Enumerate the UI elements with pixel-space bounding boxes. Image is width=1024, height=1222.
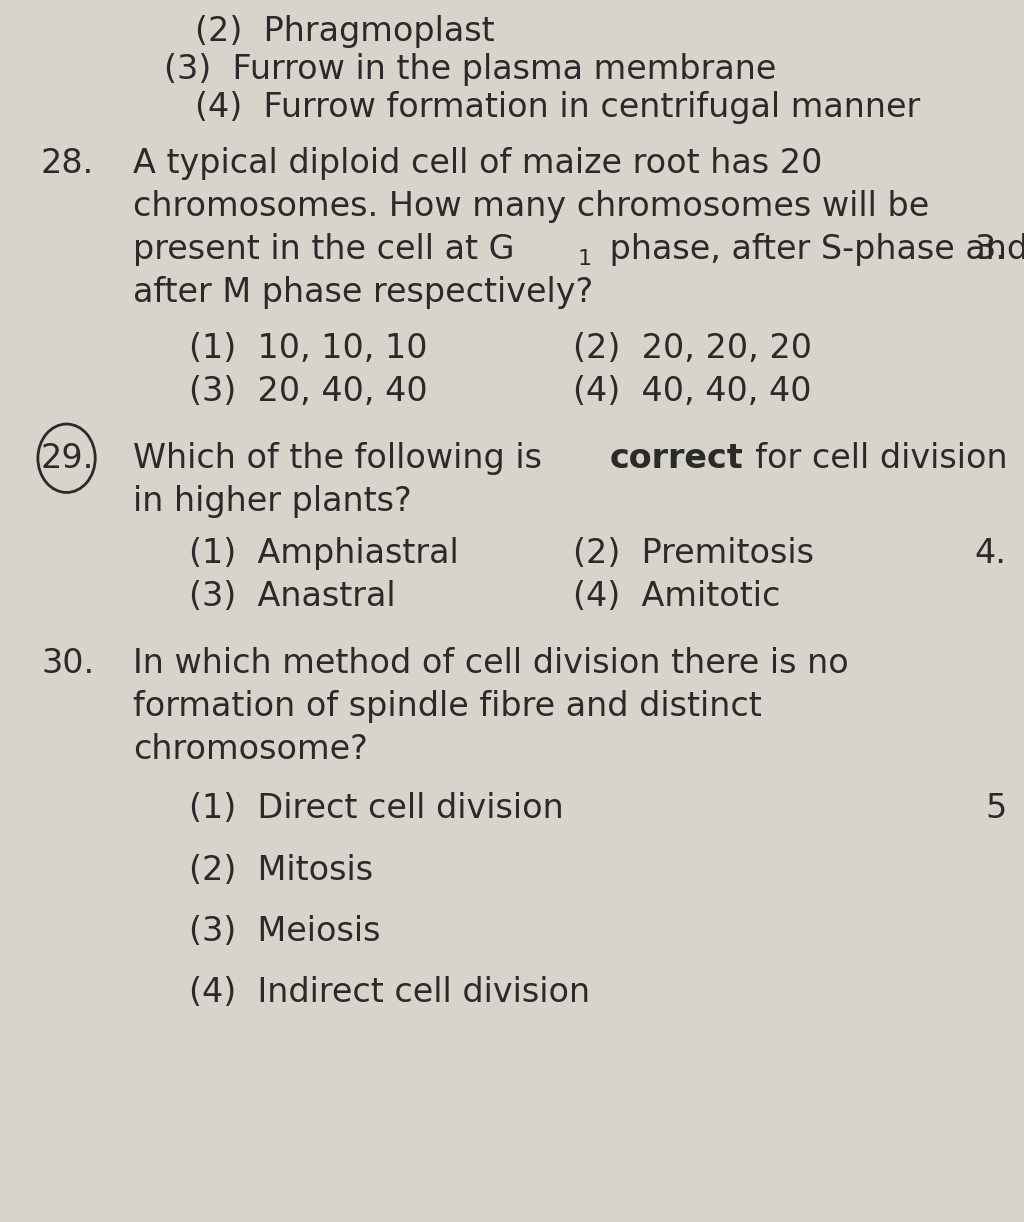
- Text: (3)  Meiosis: (3) Meiosis: [189, 914, 381, 948]
- Text: 30.: 30.: [41, 646, 94, 681]
- Text: in higher plants?: in higher plants?: [133, 484, 412, 518]
- Text: present in the cell at G: present in the cell at G: [133, 232, 515, 266]
- Text: chromosome?: chromosome?: [133, 732, 368, 766]
- Text: correct: correct: [609, 441, 743, 475]
- Text: 28.: 28.: [41, 147, 94, 181]
- Text: 5: 5: [985, 792, 1007, 826]
- Text: (4)  Amitotic: (4) Amitotic: [573, 579, 781, 613]
- Text: (1)  Amphiastral: (1) Amphiastral: [189, 536, 459, 571]
- Text: (4)  40, 40, 40: (4) 40, 40, 40: [573, 374, 812, 408]
- Text: (2)  Premitosis: (2) Premitosis: [573, 536, 814, 571]
- Text: phase, after S-phase and: phase, after S-phase and: [599, 232, 1024, 266]
- Text: 1: 1: [578, 249, 592, 269]
- Text: 29.: 29.: [41, 441, 94, 475]
- Text: (3)  Furrow in the plasma membrane: (3) Furrow in the plasma membrane: [164, 53, 776, 87]
- Text: (2)  Phragmoplast: (2) Phragmoplast: [195, 15, 495, 49]
- Text: (2)  20, 20, 20: (2) 20, 20, 20: [573, 331, 812, 365]
- Text: formation of spindle fibre and distinct: formation of spindle fibre and distinct: [133, 689, 762, 723]
- Text: after M phase respectively?: after M phase respectively?: [133, 275, 593, 309]
- Text: (1)  10, 10, 10: (1) 10, 10, 10: [189, 331, 428, 365]
- Text: (3)  Anastral: (3) Anastral: [189, 579, 396, 613]
- Text: for cell division: for cell division: [734, 441, 1008, 475]
- Text: (4)  Furrow formation in centrifugal manner: (4) Furrow formation in centrifugal mann…: [195, 90, 920, 125]
- Text: Which of the following is: Which of the following is: [133, 441, 553, 475]
- Text: 3.: 3.: [975, 232, 1007, 266]
- Text: (4)  Indirect cell division: (4) Indirect cell division: [189, 975, 591, 1009]
- Text: In which method of cell division there is no: In which method of cell division there i…: [133, 646, 849, 681]
- Text: chromosomes. How many chromosomes will be: chromosomes. How many chromosomes will b…: [133, 189, 930, 224]
- Text: (1)  Direct cell division: (1) Direct cell division: [189, 792, 564, 826]
- Text: 4.: 4.: [975, 536, 1007, 571]
- Text: A typical diploid cell of maize root has 20: A typical diploid cell of maize root has…: [133, 147, 822, 181]
- Text: (3)  20, 40, 40: (3) 20, 40, 40: [189, 374, 428, 408]
- Text: (2)  Mitosis: (2) Mitosis: [189, 853, 374, 887]
